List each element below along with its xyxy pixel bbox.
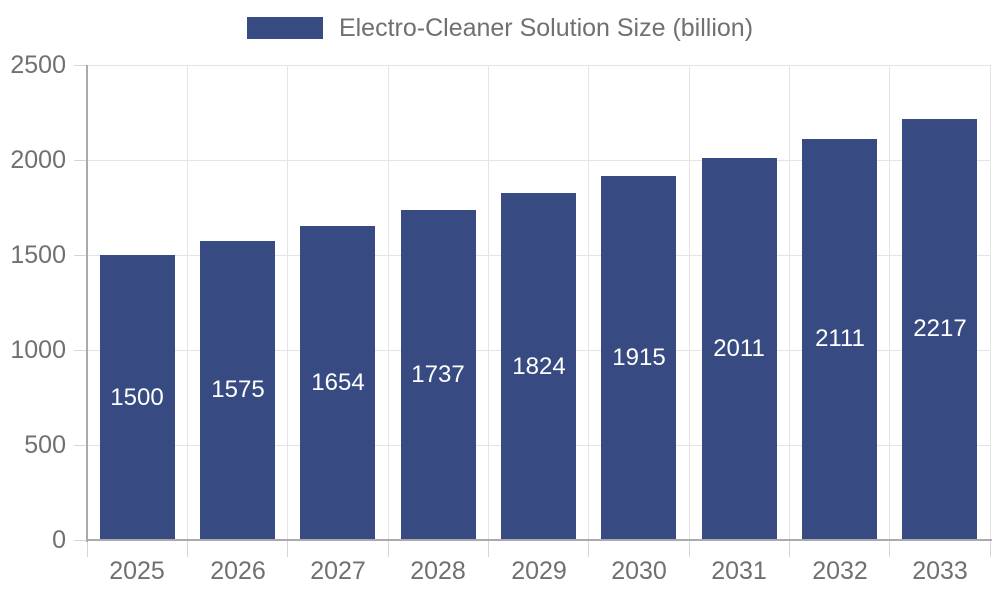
bar-value-label: 2011 xyxy=(713,335,765,362)
x-axis-label: 2028 xyxy=(410,557,466,585)
y-axis-label: 2000 xyxy=(10,146,66,174)
legend-label: Electro-Cleaner Solution Size (billion) xyxy=(338,14,754,42)
x-tick xyxy=(989,540,991,557)
x-tick xyxy=(186,540,188,557)
x-gridline xyxy=(889,65,891,540)
bar-value-label: 2111 xyxy=(815,325,865,352)
y-axis-label: 2500 xyxy=(10,51,66,79)
bar xyxy=(200,241,275,540)
x-gridline xyxy=(186,65,188,540)
x-tick xyxy=(889,540,891,557)
bar xyxy=(401,210,476,540)
x-axis-label: 2029 xyxy=(511,557,567,585)
bar xyxy=(702,158,777,540)
y-tick xyxy=(74,444,87,446)
y-tick xyxy=(74,539,87,541)
bar xyxy=(902,119,977,540)
bar xyxy=(100,255,175,540)
bar-value-label: 1737 xyxy=(411,361,465,388)
x-tick xyxy=(788,540,790,557)
x-tick xyxy=(487,540,489,557)
y-gridline xyxy=(87,159,990,161)
y-tick xyxy=(74,64,87,66)
x-tick xyxy=(588,540,590,557)
bar-value-label: 1500 xyxy=(110,384,164,411)
legend[interactable]: Electro-Cleaner Solution Size (billion) xyxy=(0,15,1000,41)
x-axis-label: 2030 xyxy=(611,557,667,585)
x-gridline xyxy=(487,65,489,540)
x-gridline xyxy=(688,65,690,540)
bar xyxy=(501,193,576,540)
x-axis-label: 2031 xyxy=(711,557,767,585)
x-axis-label: 2027 xyxy=(310,557,366,585)
x-gridline xyxy=(788,65,790,540)
x-gridline xyxy=(588,65,590,540)
y-axis-line xyxy=(86,65,88,542)
x-gridline xyxy=(387,65,389,540)
y-tick xyxy=(74,254,87,256)
y-tick xyxy=(74,159,87,161)
y-tick xyxy=(74,349,87,351)
bar-value-label: 1575 xyxy=(211,376,265,403)
x-tick xyxy=(287,540,289,557)
bar xyxy=(300,226,375,540)
x-tick xyxy=(86,540,88,557)
x-gridline xyxy=(287,65,289,540)
x-axis-label: 2026 xyxy=(210,557,266,585)
y-axis-label: 0 xyxy=(52,526,66,554)
bar xyxy=(601,176,676,540)
x-gridline xyxy=(989,65,991,540)
x-tick xyxy=(387,540,389,557)
bar-value-label: 1824 xyxy=(512,353,566,380)
x-axis-label: 2033 xyxy=(912,557,968,585)
y-axis-label: 1500 xyxy=(10,241,66,269)
bar-value-label: 2217 xyxy=(913,315,967,342)
x-tick xyxy=(688,540,690,557)
x-axis-label: 2025 xyxy=(109,557,165,585)
y-axis-label: 500 xyxy=(24,431,66,459)
bar-value-label: 1654 xyxy=(311,369,365,396)
x-axis-line xyxy=(86,539,992,541)
y-axis-label: 1000 xyxy=(10,336,66,364)
legend-swatch xyxy=(246,17,323,39)
bar-value-label: 1915 xyxy=(612,344,666,371)
y-gridline xyxy=(87,64,990,66)
bar xyxy=(802,139,877,540)
x-axis-label: 2032 xyxy=(812,557,868,585)
